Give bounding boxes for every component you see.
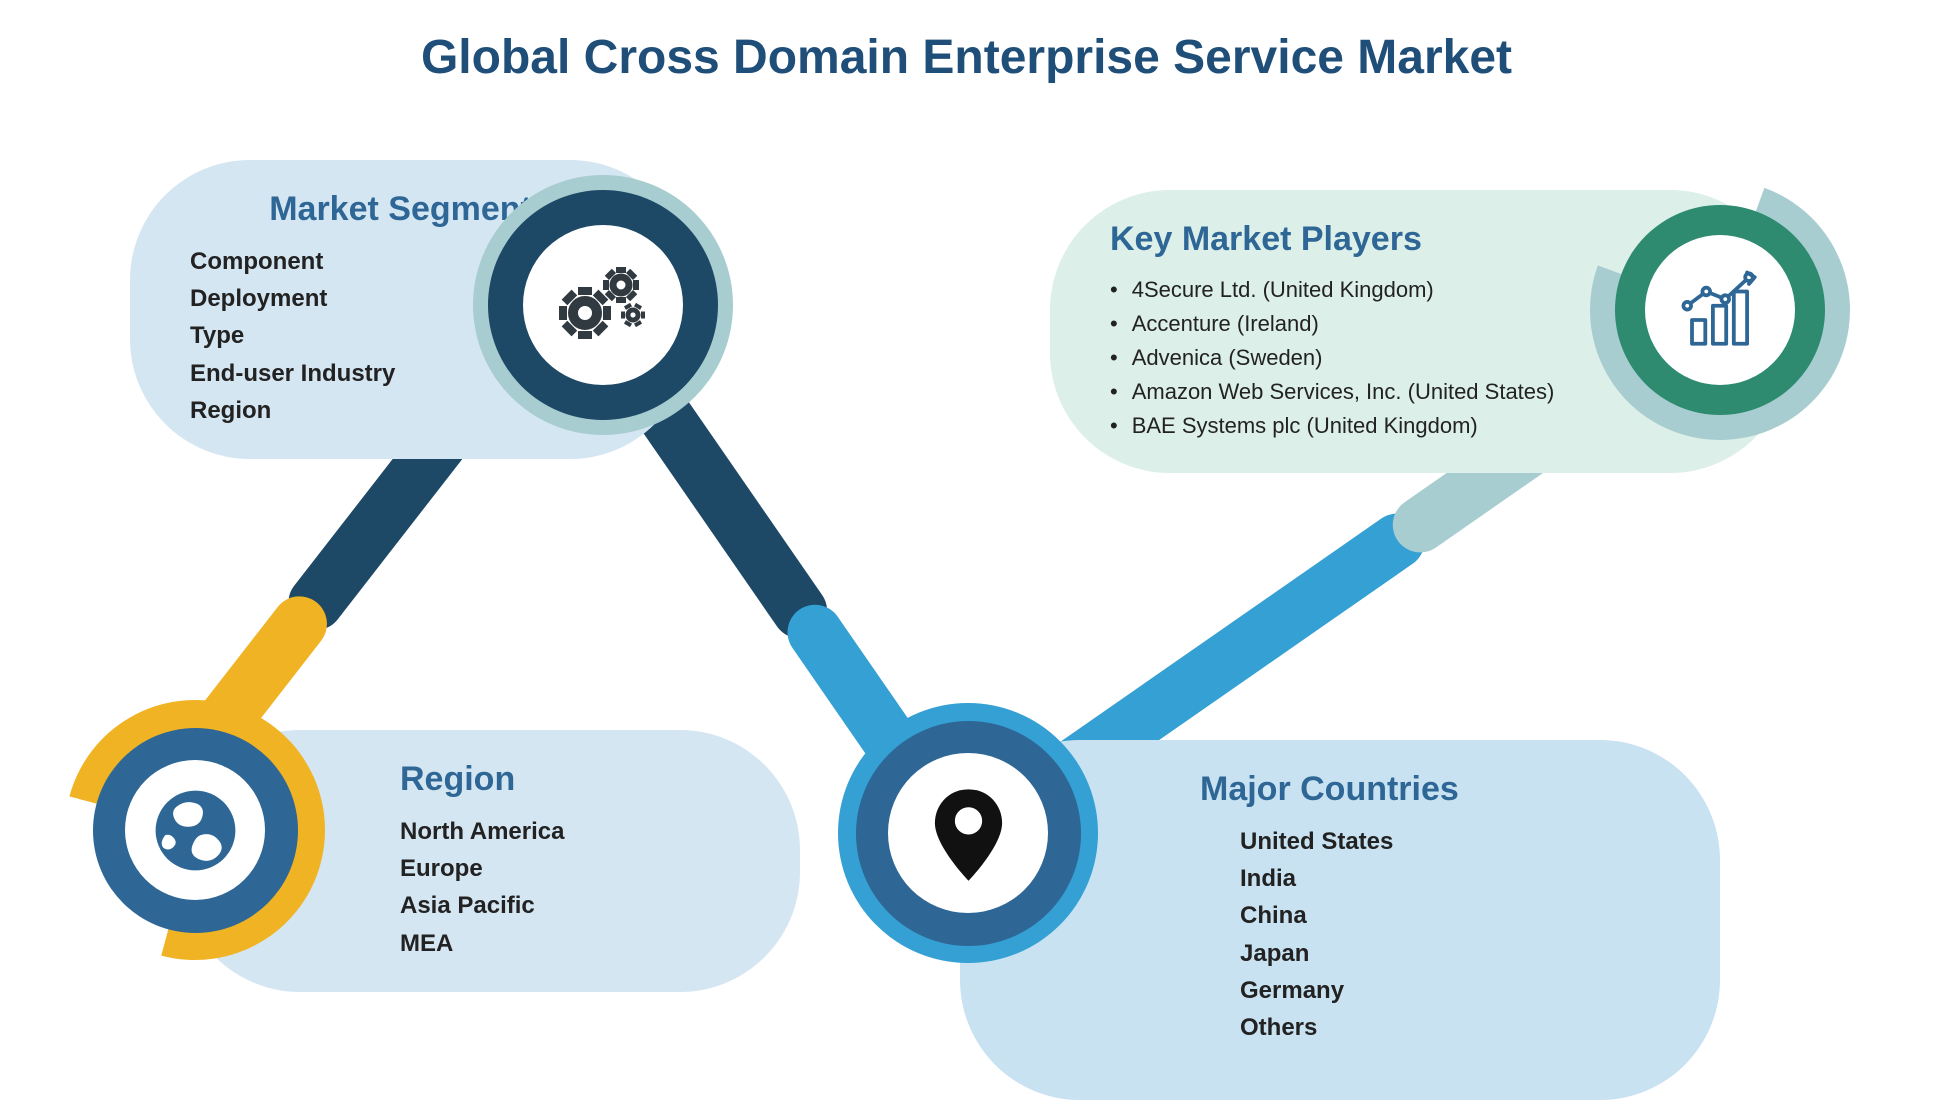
list-item: MEA bbox=[400, 925, 740, 962]
node-major-countries bbox=[838, 703, 1098, 963]
node-inner-circle bbox=[1645, 235, 1795, 385]
node-region bbox=[65, 700, 325, 960]
list-item: North America bbox=[400, 813, 740, 850]
list-item: China bbox=[1240, 897, 1660, 934]
list-item: Japan bbox=[1240, 935, 1660, 972]
barchart-icon bbox=[1673, 263, 1768, 358]
countries-list: United StatesIndiaChinaJapanGermanyOther… bbox=[1020, 823, 1660, 1046]
globe-icon bbox=[148, 783, 243, 878]
card-heading: Major Countries bbox=[1020, 770, 1660, 809]
list-item: Europe bbox=[400, 850, 740, 887]
pin-icon bbox=[916, 781, 1021, 886]
list-item: Asia Pacific bbox=[400, 887, 740, 924]
node-inner-circle bbox=[523, 225, 683, 385]
list-item: India bbox=[1240, 860, 1660, 897]
page-title: Global Cross Domain Enterprise Service M… bbox=[421, 30, 1512, 85]
list-item: Others bbox=[1240, 1009, 1660, 1046]
list-item: United States bbox=[1240, 823, 1660, 860]
node-market-segments bbox=[473, 175, 733, 435]
node-inner-circle bbox=[888, 753, 1048, 913]
node-key-players bbox=[1590, 180, 1850, 440]
gears-icon bbox=[553, 255, 653, 355]
node-inner-circle bbox=[125, 760, 265, 900]
list-item: Germany bbox=[1240, 972, 1660, 1009]
